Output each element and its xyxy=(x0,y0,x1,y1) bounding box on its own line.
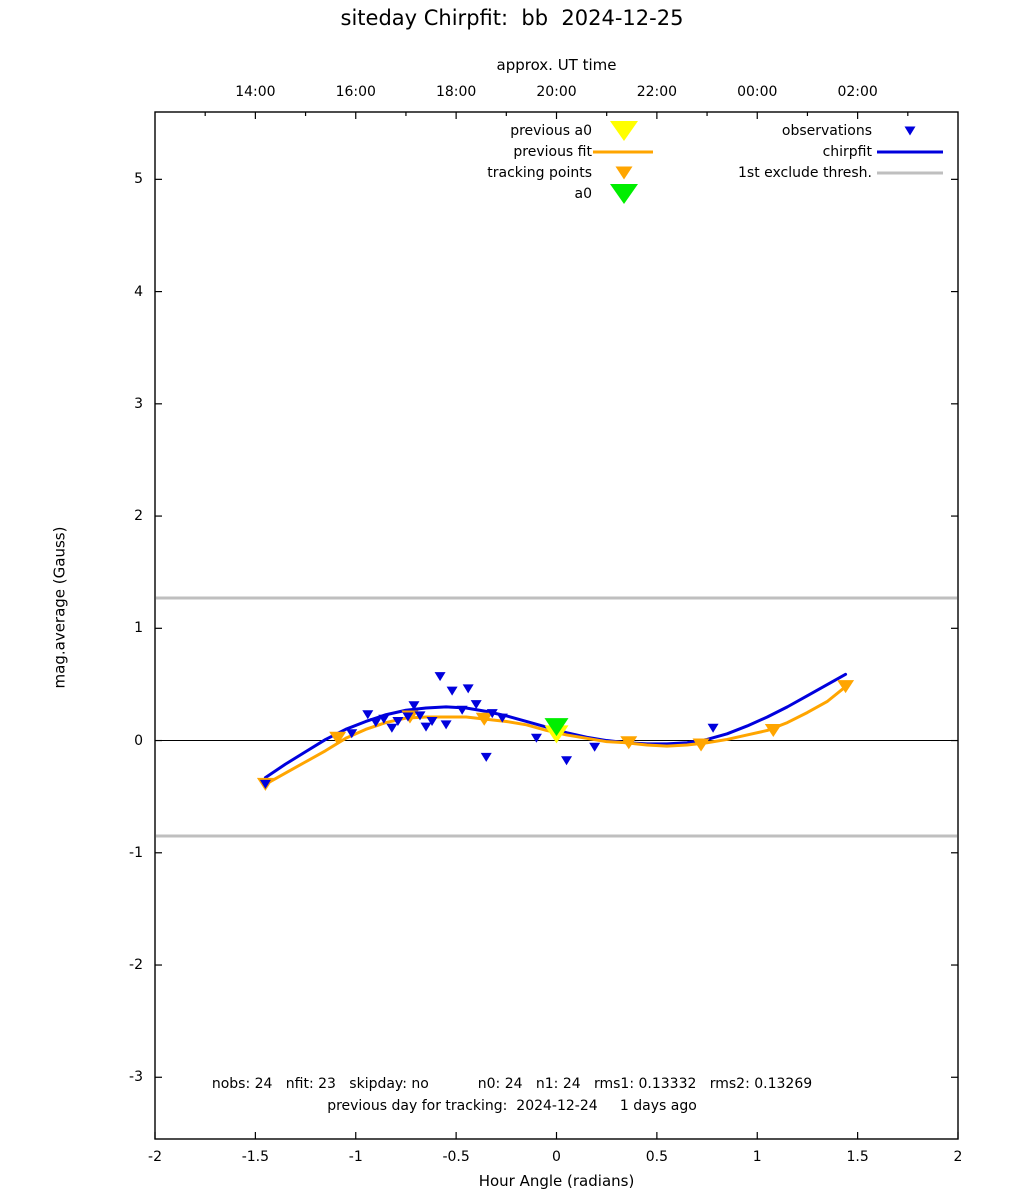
x-tick-label: 0.5 xyxy=(645,1149,668,1165)
page-title: siteday Chirpfit: bb 2024-12-25 xyxy=(340,6,684,30)
top-tick-label: 00:00 xyxy=(737,84,778,100)
plot-frame xyxy=(154,111,959,1140)
marker-observations xyxy=(378,714,390,724)
legend-marker-1st-exclude-thresh- xyxy=(877,171,943,175)
marker-observations xyxy=(561,756,573,766)
legend-label-chirpfit: chirpfit xyxy=(822,144,872,160)
legend-label-previous-fit: previous fit xyxy=(513,144,592,160)
y-tick-label: -3 xyxy=(129,1069,143,1086)
x-tick-label: 1.5 xyxy=(846,1149,869,1165)
marker-tracking-points xyxy=(837,680,855,694)
marker-observations xyxy=(434,672,446,682)
marker-observations xyxy=(408,701,420,711)
top-tick-label: 22:00 xyxy=(636,84,678,100)
x-axis-label: Hour Angle (radians) xyxy=(478,1172,635,1190)
legend-label-1st-exclude-thresh-: 1st exclude thresh. xyxy=(738,165,872,181)
x-tick-label: 0 xyxy=(552,1149,561,1165)
marker-observations xyxy=(386,723,398,733)
x-tick-label: -2 xyxy=(148,1149,162,1165)
x-tick-label: -0.5 xyxy=(442,1149,470,1165)
top-tick-label: 20:00 xyxy=(536,84,577,100)
marker-observations xyxy=(414,711,426,721)
legend-label-previous-a0: previous a0 xyxy=(510,123,592,139)
legend-label-tracking-points: tracking points xyxy=(487,165,592,181)
stats-line-1: nobs: 24 nfit: 23 skipday: no n0: 24 n1:… xyxy=(211,1076,813,1092)
stats-line-2: previous day for tracking: 2024-12-24 1 … xyxy=(327,1098,697,1114)
marker-observations xyxy=(370,718,382,728)
marker-observations xyxy=(362,710,374,720)
x-tick-label: -1 xyxy=(348,1149,363,1165)
marker-tracking-points xyxy=(620,736,638,750)
legend-marker-chirpfit xyxy=(877,150,943,154)
marker-observations xyxy=(402,712,414,722)
y-tick-label: 4 xyxy=(134,283,143,300)
legend-marker-observations xyxy=(904,126,916,136)
marker-observations xyxy=(440,720,452,730)
y-tick-label: -1 xyxy=(129,844,143,861)
legend-marker-a0 xyxy=(610,184,638,204)
legend-marker-tracking-points xyxy=(615,166,633,180)
marker-observations xyxy=(456,705,468,715)
marker-observations xyxy=(462,684,474,694)
y-tick-label: 0 xyxy=(134,732,143,749)
top-tick-label: 02:00 xyxy=(837,84,878,100)
marker-observations xyxy=(530,733,542,743)
legend-label-observations: observations xyxy=(781,123,872,139)
marker-tracking-points xyxy=(692,738,710,752)
marker-observations xyxy=(346,729,358,739)
marker-a0 xyxy=(544,718,569,737)
marker-observations xyxy=(496,713,508,723)
marker-observations xyxy=(392,716,404,726)
marker-observations xyxy=(707,723,719,733)
legend-marker-previous-a0 xyxy=(610,121,638,141)
marker-observations xyxy=(426,716,438,726)
top-tick-label: 18:00 xyxy=(435,84,477,100)
marker-observations xyxy=(470,700,482,710)
x-tick-label: 2 xyxy=(953,1149,963,1165)
marker-observations xyxy=(480,752,492,762)
marker-tracking-points xyxy=(475,712,493,726)
marker-tracking-points xyxy=(764,723,782,737)
marker-observations xyxy=(446,686,458,696)
marker-observations xyxy=(259,779,271,789)
marker-observations xyxy=(486,709,498,719)
legend-marker-previous-fit xyxy=(593,150,653,154)
x-tick-label: -1.5 xyxy=(241,1149,270,1165)
marker-observations xyxy=(589,742,601,752)
top-tick-label: 14:00 xyxy=(235,84,276,100)
marker-tracking-points xyxy=(329,731,347,745)
y-tick-label: 3 xyxy=(134,395,143,412)
y-tick-label: -2 xyxy=(129,957,143,974)
x-tick-label: 1 xyxy=(752,1149,762,1165)
y-tick-label: 5 xyxy=(134,171,143,188)
y-tick-label: 2 xyxy=(134,508,143,525)
top-axis-label: approx. UT time xyxy=(496,56,617,74)
marker-observations xyxy=(420,722,432,732)
y-tick-label: 1 xyxy=(134,620,143,637)
top-tick-label: 16:00 xyxy=(335,84,376,100)
legend-label-a0: a0 xyxy=(574,186,593,202)
